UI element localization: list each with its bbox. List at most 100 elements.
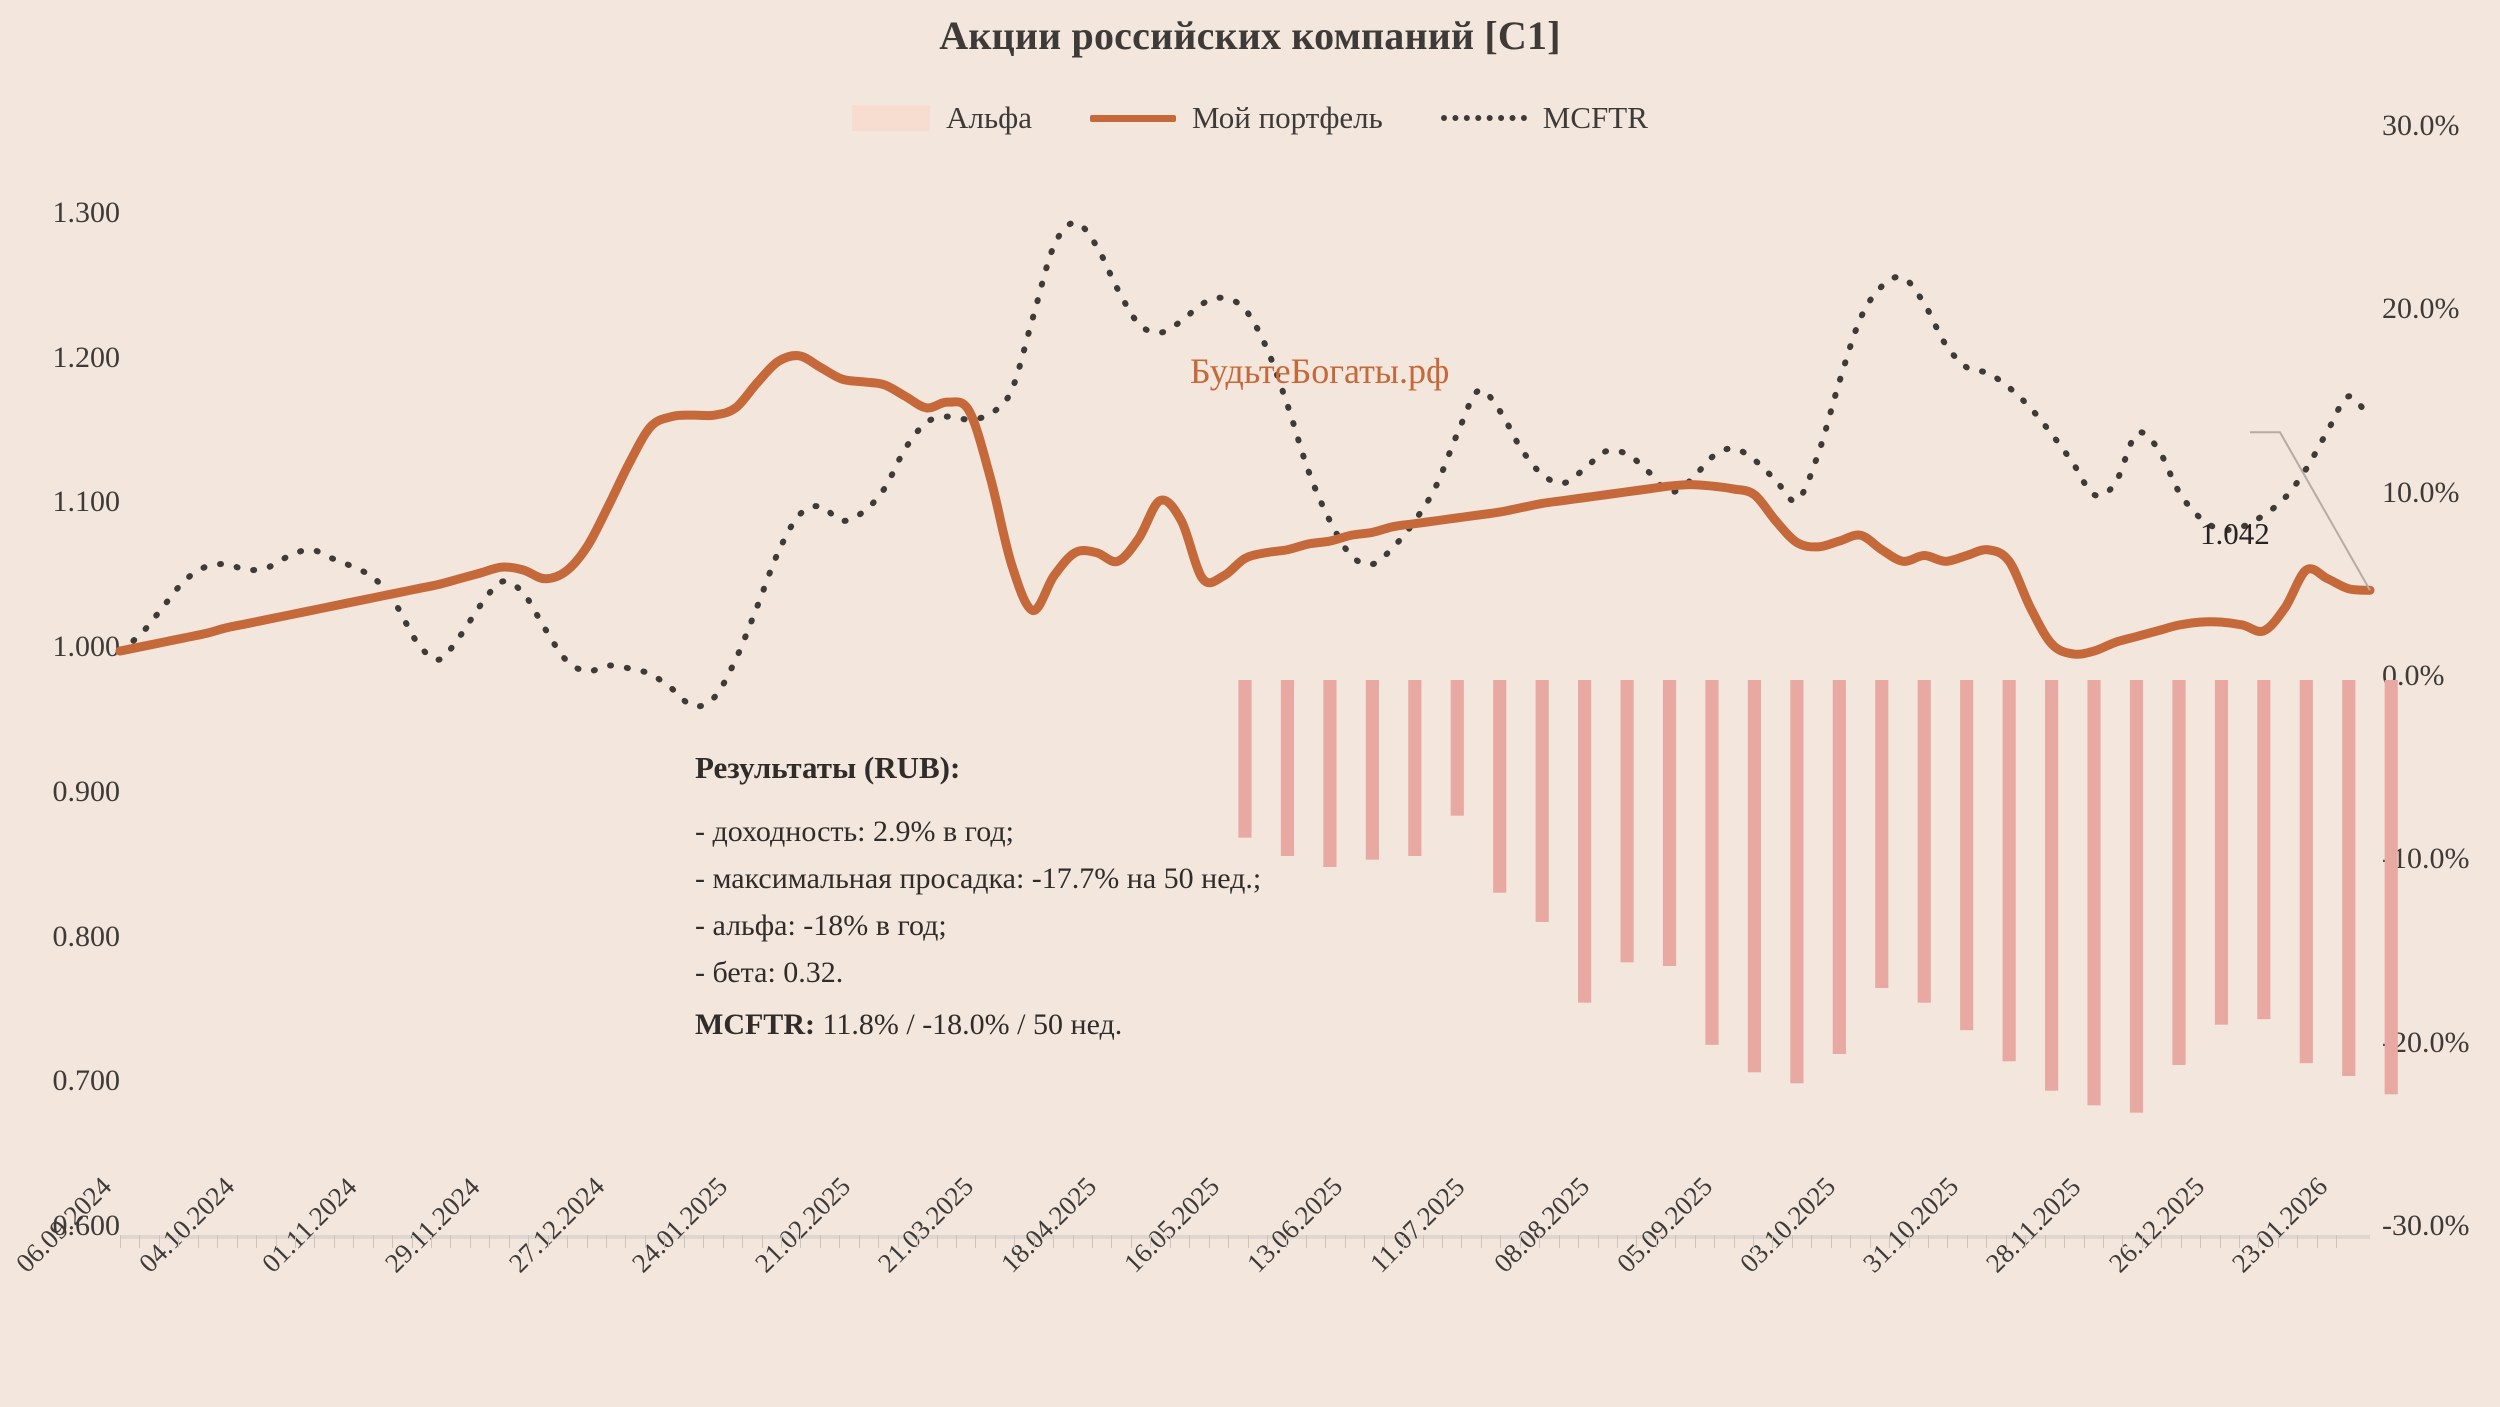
x-tick-mark	[1500, 1235, 1502, 1248]
x-tick-mark	[625, 1235, 627, 1248]
chart-title: Акции российских компаний [C1]	[939, 13, 1561, 58]
x-tick-mark	[1986, 1235, 1988, 1248]
x-tick-mark	[917, 1235, 919, 1248]
chart-legend: Альфа Мой портфель MCFTR	[0, 100, 2500, 136]
alpha-bar	[2002, 680, 2016, 1062]
x-tick-mark	[1286, 1235, 1288, 1248]
legend-item-benchmark[interactable]: MCFTR	[1440, 100, 1648, 136]
legend-item-alpha[interactable]: Альфа	[852, 100, 1032, 136]
x-tick-mark	[1675, 1235, 1677, 1248]
alpha-bar	[2342, 680, 2356, 1076]
x-tick-mark	[489, 1235, 491, 1248]
alpha-bar	[1238, 680, 1252, 838]
x-tick-mark	[547, 1235, 549, 1248]
x-tick-mark	[644, 1235, 646, 1248]
x-tick-mark	[1539, 1235, 1541, 1248]
x-tick-mark	[1364, 1235, 1366, 1248]
area-swatch-icon	[852, 105, 931, 131]
x-tick-mark	[1772, 1235, 1774, 1248]
x-tick-mark	[2064, 1235, 2066, 1248]
x-tick-mark	[256, 1235, 258, 1248]
y-tick-left: 1.300	[52, 195, 121, 229]
results-heading: Результаты (RUB):	[695, 750, 961, 785]
y-axis-right: 30.0% 20.0% 10.0% 0.0% -10.0% -20.0% -30.0%	[2382, 0, 2500, 1407]
legend-label-portfolio: Мой портфель	[1191, 100, 1383, 135]
alpha-bar	[1620, 680, 1634, 963]
x-tick-mark	[1267, 1235, 1268, 1248]
x-tick-mark	[1325, 1235, 1327, 1248]
alpha-bar	[1280, 680, 1295, 856]
x-tick-mark	[2180, 1235, 2182, 1248]
x-tick-mark	[1150, 1235, 1152, 1248]
x-tick-mark	[1033, 1235, 1035, 1248]
x-tick-mark	[2044, 1235, 2046, 1248]
x-tick-mark	[1247, 1235, 1249, 1248]
plot-area	[115, 130, 2398, 1230]
x-tick-mark	[1189, 1235, 1191, 1248]
x-tick-mark	[1753, 1235, 1755, 1248]
y-tick-left: 0.600	[52, 1209, 121, 1242]
alpha-bar	[1450, 680, 1464, 816]
results-line-beta: - бета: 0.32.	[695, 956, 844, 989]
x-tick-mark	[1694, 1235, 1696, 1248]
alpha-bar	[1790, 680, 1804, 1084]
x-tick-mark	[1403, 1235, 1405, 1248]
alpha-bar	[1535, 680, 1549, 922]
legend-label-alpha: Альфа	[946, 100, 1032, 135]
x-tick-mark	[936, 1235, 938, 1248]
alpha-bar	[1960, 680, 1974, 1031]
x-tick-mark	[1441, 1235, 1443, 1248]
x-tick-mark	[2297, 1235, 2299, 1248]
x-tick-mark	[955, 1235, 957, 1248]
x-tick-mark	[858, 1235, 860, 1248]
alpha-bar	[1365, 680, 1379, 860]
alpha-bar	[2087, 680, 2101, 1106]
x-tick-mark	[742, 1235, 744, 1248]
x-tick-mark	[411, 1235, 413, 1248]
y-tick-right: 10.0%	[2382, 475, 2460, 509]
x-tick-mark	[1733, 1235, 1735, 1248]
y-tick-left: 0.800	[52, 919, 121, 953]
x-tick-mark	[1130, 1235, 1132, 1248]
alpha-bar	[2129, 680, 2144, 1113]
x-tick-mark	[450, 1235, 452, 1248]
x-tick-mark	[1169, 1235, 1171, 1248]
y-tick-left: 0.700	[52, 1064, 121, 1098]
alpha-bar	[1662, 680, 1677, 966]
alpha-bar	[2214, 680, 2228, 1025]
x-tick-mark	[2102, 1235, 2104, 1248]
x-tick-mark	[2277, 1235, 2279, 1248]
x-tick-mark	[897, 1235, 899, 1248]
x-tick-mark	[1791, 1235, 1793, 1248]
x-tick-mark	[1111, 1235, 1113, 1248]
x-tick-mark	[2219, 1235, 2221, 1248]
x-tick-mark	[703, 1235, 705, 1248]
watermark: БудьтеБогаты.рф	[1190, 351, 1450, 391]
x-tick-mark	[508, 1235, 510, 1248]
x-tick-mark	[2336, 1235, 2338, 1248]
legend-item-portfolio[interactable]: Мой портфель	[1089, 100, 1383, 136]
x-axis-line	[120, 1235, 2370, 1239]
x-tick-mark	[1850, 1235, 1852, 1248]
x-tick-mark	[2122, 1235, 2124, 1248]
x-tick-mark	[392, 1235, 394, 1248]
y-tick-left: 1.100	[52, 485, 121, 519]
alpha-bar	[1578, 680, 1592, 1003]
x-tick-mark	[1461, 1235, 1463, 1248]
y-axis-left: 1.300 1.200 1.100 1.000 0.900 0.800 0.700 0.600	[8, 0, 121, 1407]
x-tick-mark	[606, 1235, 608, 1248]
x-tick-mark	[2239, 1235, 2241, 1248]
results-line-return: - доходность: 2.9% в год;	[695, 815, 1014, 848]
x-tick-mark	[1519, 1235, 1521, 1248]
benchmark-summary-label: MCFTR:	[695, 1008, 815, 1041]
y-tick-left: 1.000	[52, 630, 121, 664]
x-tick-mark	[1422, 1235, 1424, 1248]
x-tick-mark	[528, 1235, 530, 1248]
x-tick-mark	[1830, 1235, 1832, 1248]
x-tick-mark	[1208, 1235, 1210, 1248]
x-tick-mark	[469, 1235, 471, 1248]
x-tick-mark	[683, 1235, 685, 1248]
alpha-bar	[1493, 680, 1507, 893]
x-tick-mark	[1597, 1235, 1599, 1248]
benchmark-summary-value: 11.8% / -18.0% / 50 нед.	[814, 1008, 1123, 1041]
